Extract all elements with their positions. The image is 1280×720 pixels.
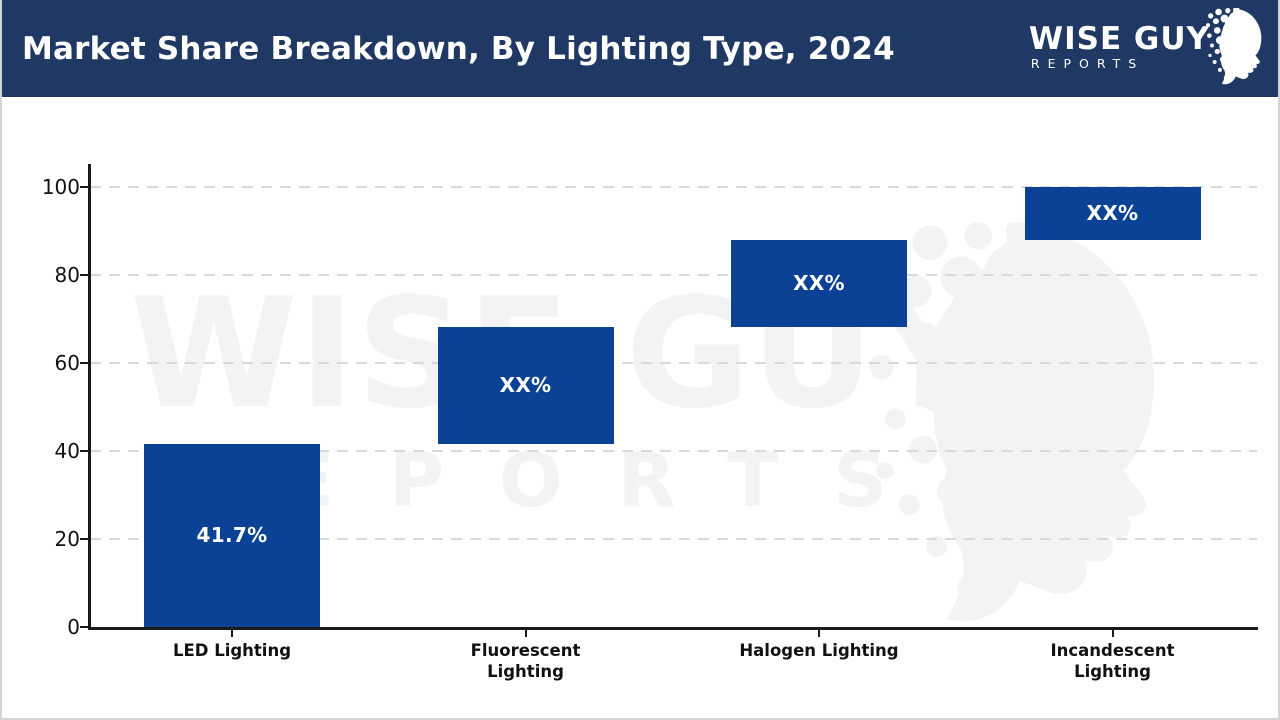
wiseguy-logo: WISE GUY REPORTS	[1029, 8, 1270, 87]
x-category-label: LED Lighting	[172, 641, 292, 660]
bar-value-label: XX%	[793, 271, 845, 296]
y-gridline	[90, 362, 1257, 364]
header-bar: Market Share Breakdown, By Lighting Type…	[2, 0, 1278, 97]
y-gridline	[90, 274, 1257, 276]
x-category-label: Halogen Lighting	[739, 641, 899, 660]
logo-text: WISE GUY REPORTS	[1029, 24, 1210, 71]
y-gridline	[90, 538, 1257, 540]
x-tickmark	[231, 629, 233, 637]
bar-segment: XX%	[731, 239, 907, 327]
bar-segment: 41.7%	[144, 443, 320, 627]
x-tickmark	[818, 629, 820, 637]
bar-segment: XX%	[1024, 187, 1201, 240]
y-tick-label: 40	[54, 439, 80, 463]
y-tickmark	[80, 626, 89, 628]
bar-value-label: XX%	[1086, 201, 1139, 226]
y-tickmark	[80, 362, 89, 364]
y-axis-line	[88, 164, 91, 629]
y-tick-label: 0	[67, 615, 80, 639]
x-category-label: Incandescent Lighting	[1050, 641, 1175, 682]
y-tickmark	[80, 538, 89, 540]
y-tick-label: 20	[54, 527, 80, 551]
y-gridline	[90, 450, 1257, 452]
y-tick-label: 80	[54, 263, 80, 287]
y-tickmark	[80, 450, 89, 452]
bar-value-label: 41.7%	[196, 523, 268, 548]
x-tickmark	[524, 629, 527, 637]
y-tick-label: 60	[54, 351, 80, 375]
page-title: Market Share Breakdown, By Lighting Type…	[22, 30, 895, 67]
bar-segment: XX%	[437, 326, 614, 444]
y-tickmark	[80, 274, 89, 276]
x-tickmark	[1111, 629, 1114, 637]
x-category-label: Fluorescent Lighting	[470, 641, 581, 682]
y-gridline	[90, 186, 1257, 188]
y-tickmark	[80, 186, 89, 188]
logo-subtext: REPORTS	[1030, 56, 1145, 72]
x-axis-line	[88, 627, 1258, 630]
logo-wordmark: WISE GUY	[1028, 21, 1210, 58]
y-tick-label: 100	[41, 175, 80, 199]
bar-value-label: XX%	[499, 373, 552, 398]
